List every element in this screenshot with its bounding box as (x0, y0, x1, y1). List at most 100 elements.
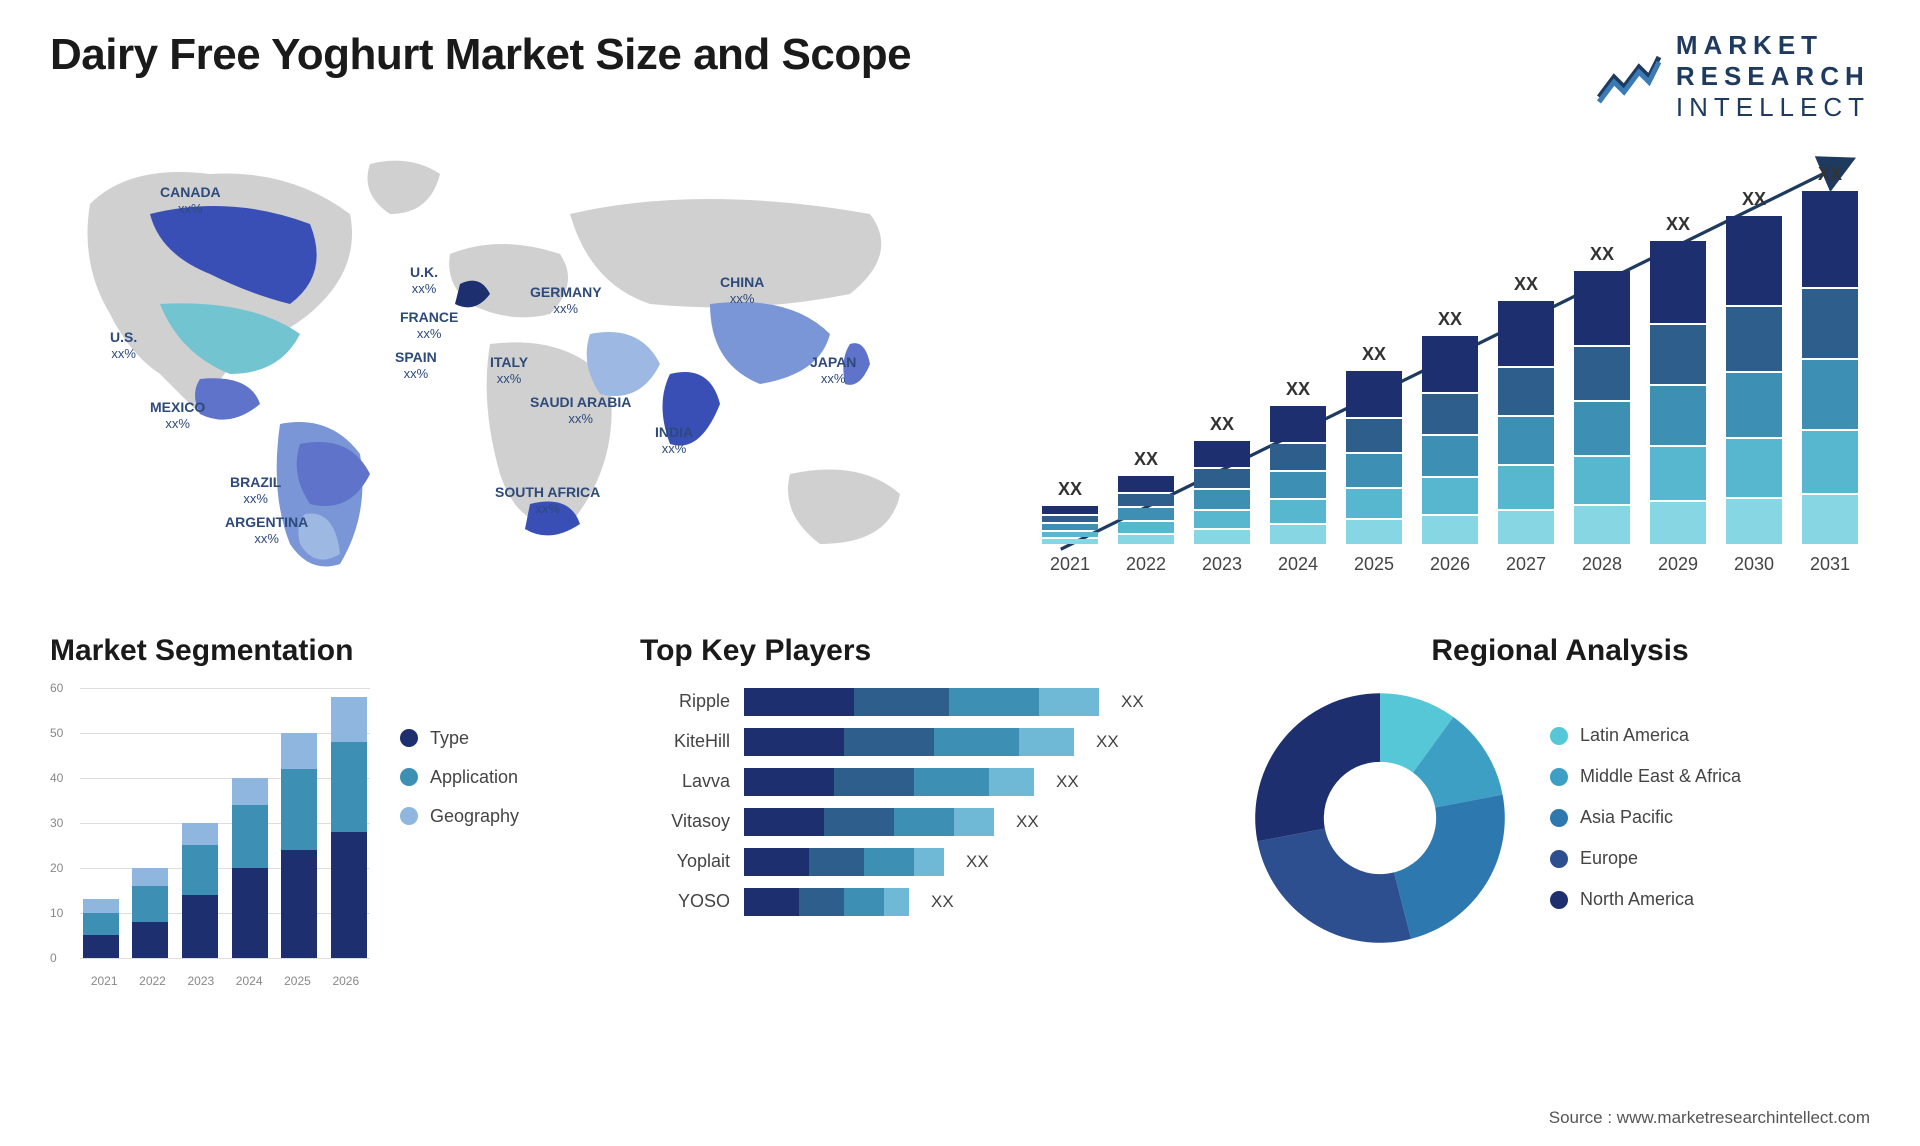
growth-segment (1650, 502, 1706, 543)
seg-xtick: 2022 (139, 974, 166, 988)
growth-segment (1194, 469, 1250, 488)
player-segment (884, 888, 909, 916)
player-label: KiteHill (640, 731, 730, 752)
growth-segment (1042, 539, 1098, 543)
growth-value-label: XX (1134, 449, 1158, 470)
growth-value-label: XX (1058, 479, 1082, 500)
regional-legend: Latin AmericaMiddle East & AfricaAsia Pa… (1550, 725, 1741, 910)
player-segment (809, 848, 864, 876)
legend-item: Europe (1550, 848, 1741, 869)
player-label: YOSO (640, 891, 730, 912)
seg-segment (132, 886, 168, 922)
map-label: CHINAxx% (720, 274, 764, 308)
player-label: Yoplait (640, 851, 730, 872)
growth-year-label: 2029 (1648, 554, 1708, 575)
player-segment (854, 688, 949, 716)
logo-line1: MARKET (1676, 30, 1870, 61)
growth-segment (1498, 368, 1554, 415)
growth-chart-panel: XXXXXXXXXXXXXXXXXXXXXX 20212022202320242… (1030, 144, 1870, 604)
growth-segment (1346, 371, 1402, 417)
growth-value-label: XX (1818, 164, 1842, 185)
map-label: BRAZILxx% (230, 474, 281, 508)
growth-value-label: XX (1362, 344, 1386, 365)
growth-year-label: 2023 (1192, 554, 1252, 575)
map-label: ITALYxx% (490, 354, 528, 388)
growth-segment (1118, 522, 1174, 533)
legend-label: Middle East & Africa (1580, 766, 1741, 787)
growth-segment (1042, 506, 1098, 514)
player-row: YOSOXX (640, 888, 1200, 916)
growth-segment (1650, 241, 1706, 324)
segmentation-panel: Market Segmentation 20212022202320242025… (50, 634, 590, 1064)
growth-segment (1726, 373, 1782, 437)
seg-segment (232, 805, 268, 868)
growth-segment (1422, 478, 1478, 514)
seg-segment (83, 935, 119, 958)
player-segment (1039, 688, 1099, 716)
seg-segment (331, 832, 367, 958)
player-segment (914, 768, 989, 796)
player-segment (744, 768, 834, 796)
growth-value-label: XX (1438, 309, 1462, 330)
growth-year-label: 2028 (1572, 554, 1632, 575)
growth-bar: XX (1344, 344, 1404, 544)
player-segment (894, 808, 954, 836)
seg-segment (182, 823, 218, 846)
legend-label: Asia Pacific (1580, 807, 1673, 828)
growth-segment (1042, 524, 1098, 530)
legend-label: Application (430, 767, 518, 788)
legend-item: North America (1550, 889, 1741, 910)
growth-value-label: XX (1742, 189, 1766, 210)
seg-bar (83, 899, 119, 958)
segmentation-title: Market Segmentation (50, 634, 590, 668)
seg-xtick: 2021 (91, 974, 118, 988)
legend-label: Europe (1580, 848, 1638, 869)
growth-segment (1118, 494, 1174, 506)
player-value-label: XX (966, 852, 989, 872)
growth-year-label: 2027 (1496, 554, 1556, 575)
growth-year-label: 2030 (1724, 554, 1784, 575)
growth-year-label: 2022 (1116, 554, 1176, 575)
donut-slice (1257, 828, 1411, 942)
growth-segment (1422, 436, 1478, 476)
player-row: RippleXX (640, 688, 1200, 716)
legend-label: Geography (430, 806, 519, 827)
player-label: Vitasoy (640, 811, 730, 832)
growth-segment (1042, 516, 1098, 522)
growth-value-label: XX (1666, 214, 1690, 235)
growth-segment (1270, 500, 1326, 523)
legend-dot-icon (1550, 768, 1568, 786)
seg-segment (232, 778, 268, 805)
legend-label: Type (430, 728, 469, 749)
growth-segment (1270, 472, 1326, 498)
growth-segment (1118, 535, 1174, 543)
growth-bar: XX (1116, 449, 1176, 544)
player-bar (744, 808, 994, 836)
player-row: VitasoyXX (640, 808, 1200, 836)
growth-bar: XX (1420, 309, 1480, 544)
map-label: ARGENTINAxx% (225, 514, 308, 548)
growth-segment (1802, 191, 1858, 288)
player-segment (744, 888, 799, 916)
growth-segment (1574, 506, 1630, 543)
growth-value-label: XX (1286, 379, 1310, 400)
map-label: MEXICOxx% (150, 399, 205, 433)
player-row: LavvaXX (640, 768, 1200, 796)
player-segment (934, 728, 1019, 756)
seg-segment (331, 742, 367, 832)
seg-ytick: 40 (50, 771, 63, 785)
player-label: Lavva (640, 771, 730, 792)
growth-segment (1802, 289, 1858, 358)
growth-bar: XX (1572, 244, 1632, 544)
growth-segment (1802, 431, 1858, 493)
seg-ytick: 50 (50, 726, 63, 740)
growth-segment (1498, 466, 1554, 508)
legend-dot-icon (400, 807, 418, 825)
player-segment (834, 768, 914, 796)
donut-slice (1394, 794, 1505, 938)
logo-line3: INTELLECT (1676, 92, 1870, 123)
player-segment (799, 888, 844, 916)
player-label: Ripple (640, 691, 730, 712)
seg-bar (182, 823, 218, 958)
logo-mark-icon (1594, 47, 1664, 107)
